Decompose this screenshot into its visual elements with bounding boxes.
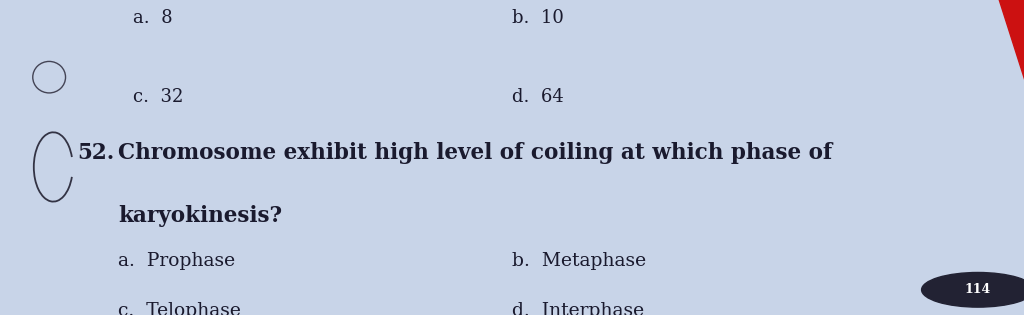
Text: karyokinesis?: karyokinesis? bbox=[118, 205, 282, 227]
Text: d.  Interphase: d. Interphase bbox=[512, 302, 644, 315]
Text: d.  64: d. 64 bbox=[512, 88, 564, 106]
Text: b.  10: b. 10 bbox=[512, 9, 564, 27]
Text: b.  Metaphase: b. Metaphase bbox=[512, 252, 646, 270]
Text: a.  Prophase: a. Prophase bbox=[118, 252, 234, 270]
Text: 52.: 52. bbox=[77, 142, 114, 164]
Text: a.  8: a. 8 bbox=[133, 9, 173, 27]
Text: 114: 114 bbox=[965, 283, 991, 296]
Circle shape bbox=[922, 272, 1024, 307]
Text: c.  Telophase: c. Telophase bbox=[118, 302, 241, 315]
Text: Chromosome exhibit high level of coiling at which phase of: Chromosome exhibit high level of coiling… bbox=[118, 142, 833, 164]
Polygon shape bbox=[997, 0, 1024, 88]
Text: c.  32: c. 32 bbox=[133, 88, 183, 106]
